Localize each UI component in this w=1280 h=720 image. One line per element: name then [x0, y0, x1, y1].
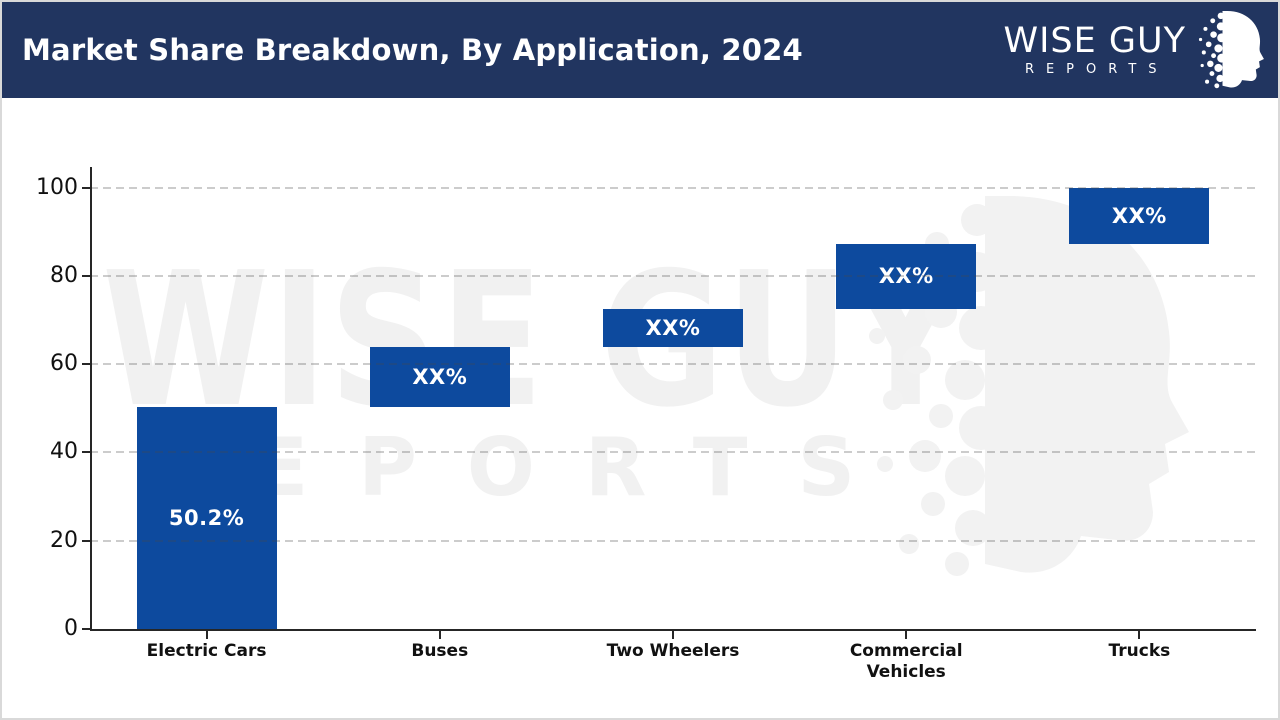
y-tick-label: 20 [50, 527, 78, 553]
brand-subtitle: REPORTS [1024, 61, 1169, 77]
page-title: Market Share Breakdown, By Application, … [22, 33, 803, 67]
bar-value-label: XX% [412, 365, 468, 390]
header: Market Share Breakdown, By Application, … [2, 2, 1278, 98]
x-tick-mark [1138, 630, 1141, 639]
x-tick-mark [905, 630, 908, 639]
y-tick-mark [82, 274, 90, 277]
x-tick-mark [672, 630, 674, 639]
y-tick-mark [82, 539, 90, 542]
gridline [90, 186, 1256, 189]
bar-buses: XX% [369, 347, 510, 408]
y-tick-mark [82, 186, 90, 189]
y-tick-mark [82, 628, 90, 630]
brand-wordmark: WISE GUY [1003, 20, 1186, 61]
x-category-label: Two Wheelers [606, 641, 740, 661]
bar-value-label: XX% [645, 316, 701, 341]
brand-logo: WISE GUY REPORTS [1003, 7, 1278, 93]
x-tick-mark [205, 630, 208, 639]
gridline [90, 451, 1256, 454]
x-category-label: Commercial Vehicles [849, 641, 963, 683]
y-tick-label: 60 [50, 351, 78, 377]
x-category-label: Trucks [1108, 641, 1171, 661]
bar-value-label: 50.2% [168, 506, 245, 531]
gridline [90, 539, 1256, 542]
y-tick-mark [82, 451, 90, 454]
x-tick-mark [438, 630, 441, 639]
x-category-label: Electric Cars [146, 641, 267, 661]
gridline [90, 274, 1256, 277]
y-tick-label: 100 [36, 174, 78, 200]
y-tick-label: 40 [50, 439, 78, 465]
brand-logo-text: WISE GUY REPORTS [1003, 20, 1186, 77]
chart-area: WISE GUY REPORTS 0 20 40 60 80 100 50.2% Electr… [2, 98, 1278, 718]
bar-trucks: XX% [1069, 187, 1210, 244]
x-category-label: Buses [411, 641, 469, 661]
bar-value-label: XX% [1111, 203, 1167, 228]
x-axis-line [90, 628, 1256, 631]
y-tick-mark [82, 363, 90, 366]
bar-two-wheelers: XX% [603, 308, 743, 348]
gridline [90, 363, 1256, 366]
bar-electric-cars: 50.2% [136, 407, 277, 629]
y-axis-line [90, 167, 92, 631]
y-tick-label: 0 [64, 616, 78, 641]
y-tick-label: 80 [50, 262, 78, 288]
